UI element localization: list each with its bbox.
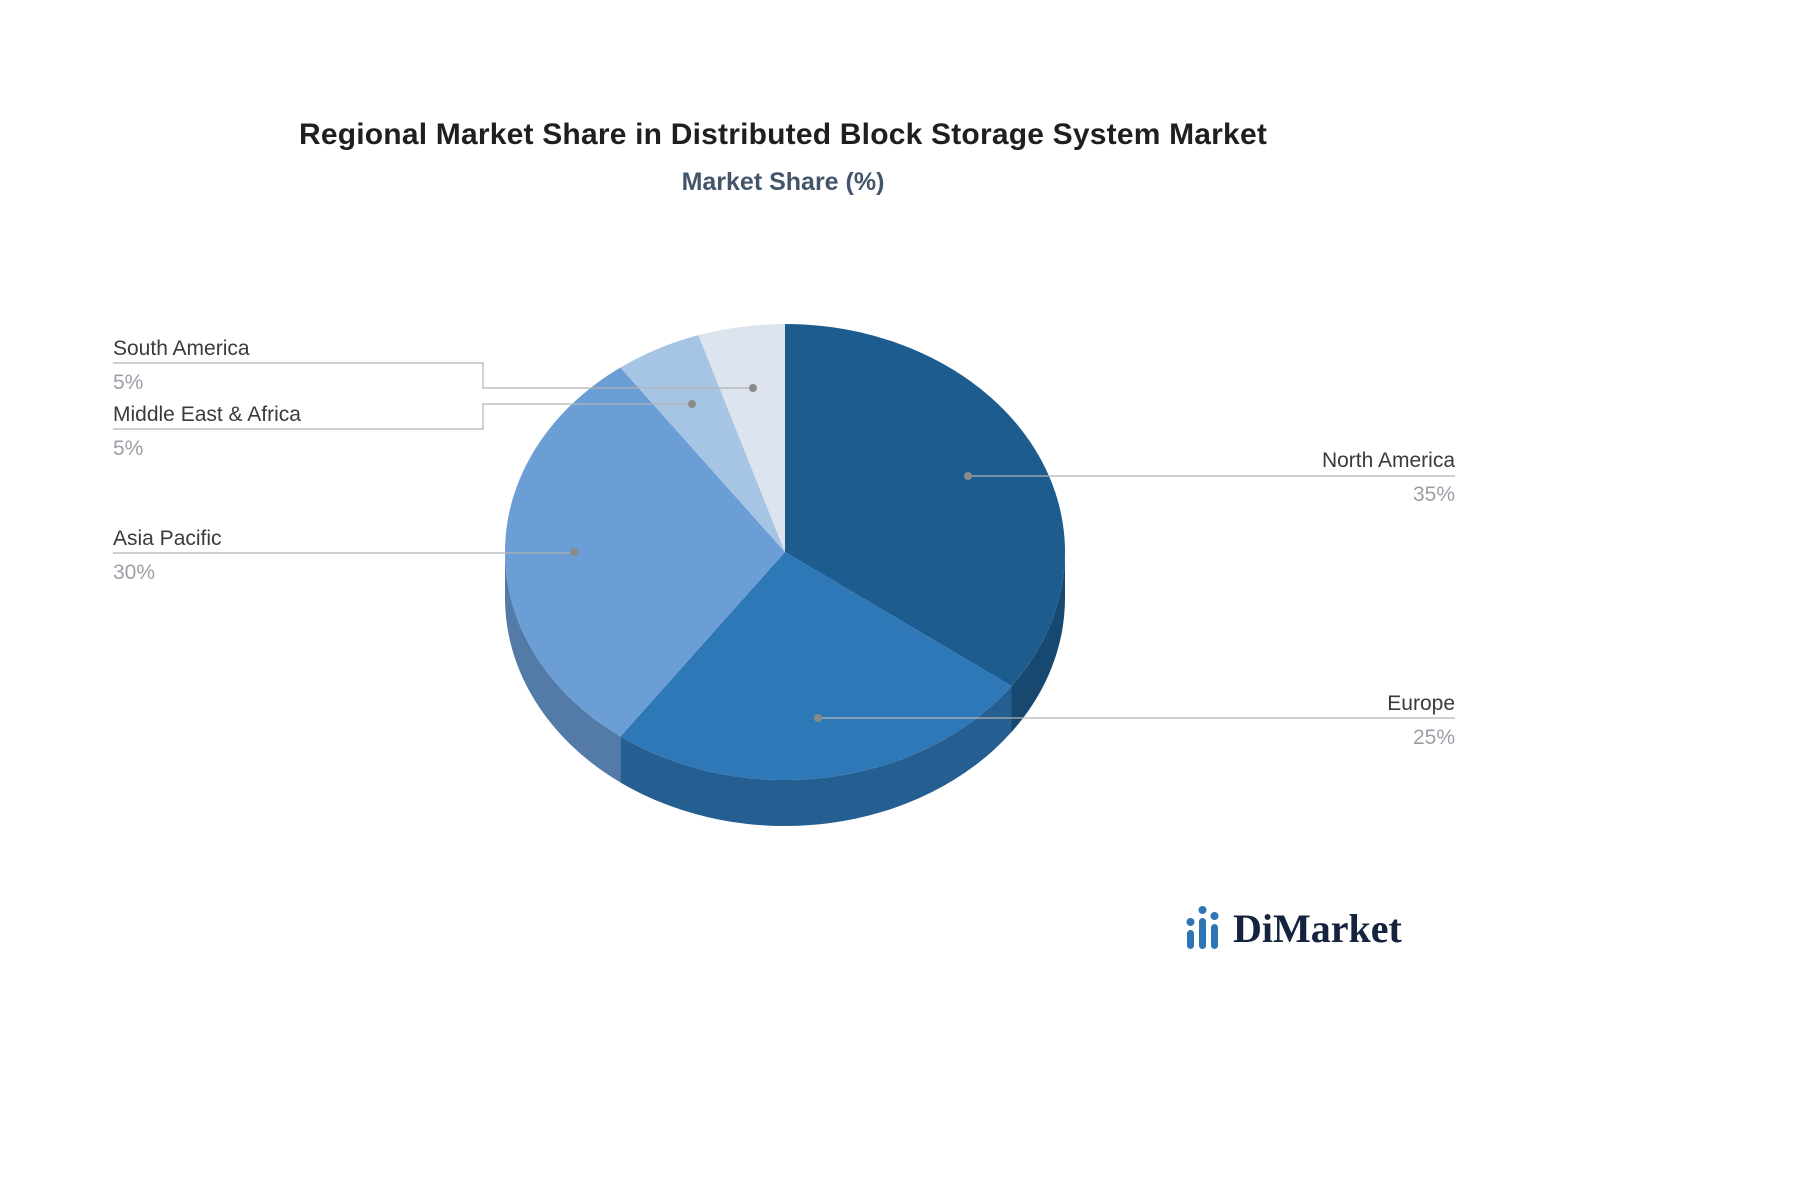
value-middle-east-africa: 5% <box>113 437 143 460</box>
label-europe: Europe <box>1387 692 1455 715</box>
pie-slice-europe[interactable] <box>620 552 1012 780</box>
chart-title: Regional Market Share in Distributed Blo… <box>298 118 1268 151</box>
chart-subtitle: Market Share (%) <box>681 168 885 196</box>
pie-slice-side-europe <box>620 686 1012 826</box>
label-north-america: North America <box>1322 449 1455 472</box>
leader-lines-layer <box>113 362 1455 722</box>
value-europe: 25% <box>1413 726 1455 749</box>
label-south-america: South America <box>113 337 250 360</box>
leader-dot-north-america <box>964 472 972 480</box>
pie-slice-north-america[interactable] <box>785 324 1065 687</box>
pie-slice-asia-pacific[interactable] <box>504 367 785 737</box>
pie-slice-south-america[interactable] <box>698 324 785 552</box>
dimarket-logo: DiMarket <box>1183 903 1402 953</box>
value-south-america: 5% <box>113 371 143 394</box>
pie-slice-side-asia-pacific <box>505 552 621 783</box>
label-middle-east-africa: Middle East & Africa <box>113 403 301 426</box>
leader-line-middle-east-africa <box>113 403 688 430</box>
value-asia-pacific: 30% <box>113 561 155 584</box>
pie-slice-side-north-america <box>1011 552 1065 733</box>
leader-dot-europe <box>814 714 822 722</box>
value-north-america: 35% <box>1413 483 1455 506</box>
pie-slice-middle-east-africa[interactable] <box>620 335 785 552</box>
pie-slices-layer <box>504 324 1065 826</box>
leader-dot-asia-pacific <box>570 548 578 556</box>
leader-dot-middle-east-africa <box>688 400 696 408</box>
bar-chart-icon <box>1186 906 1219 949</box>
label-asia-pacific: Asia Pacific <box>113 527 222 550</box>
leader-dot-south-america <box>749 384 757 392</box>
logo-text: DiMarket <box>1233 905 1402 951</box>
leader-line-south-america <box>113 362 749 389</box>
